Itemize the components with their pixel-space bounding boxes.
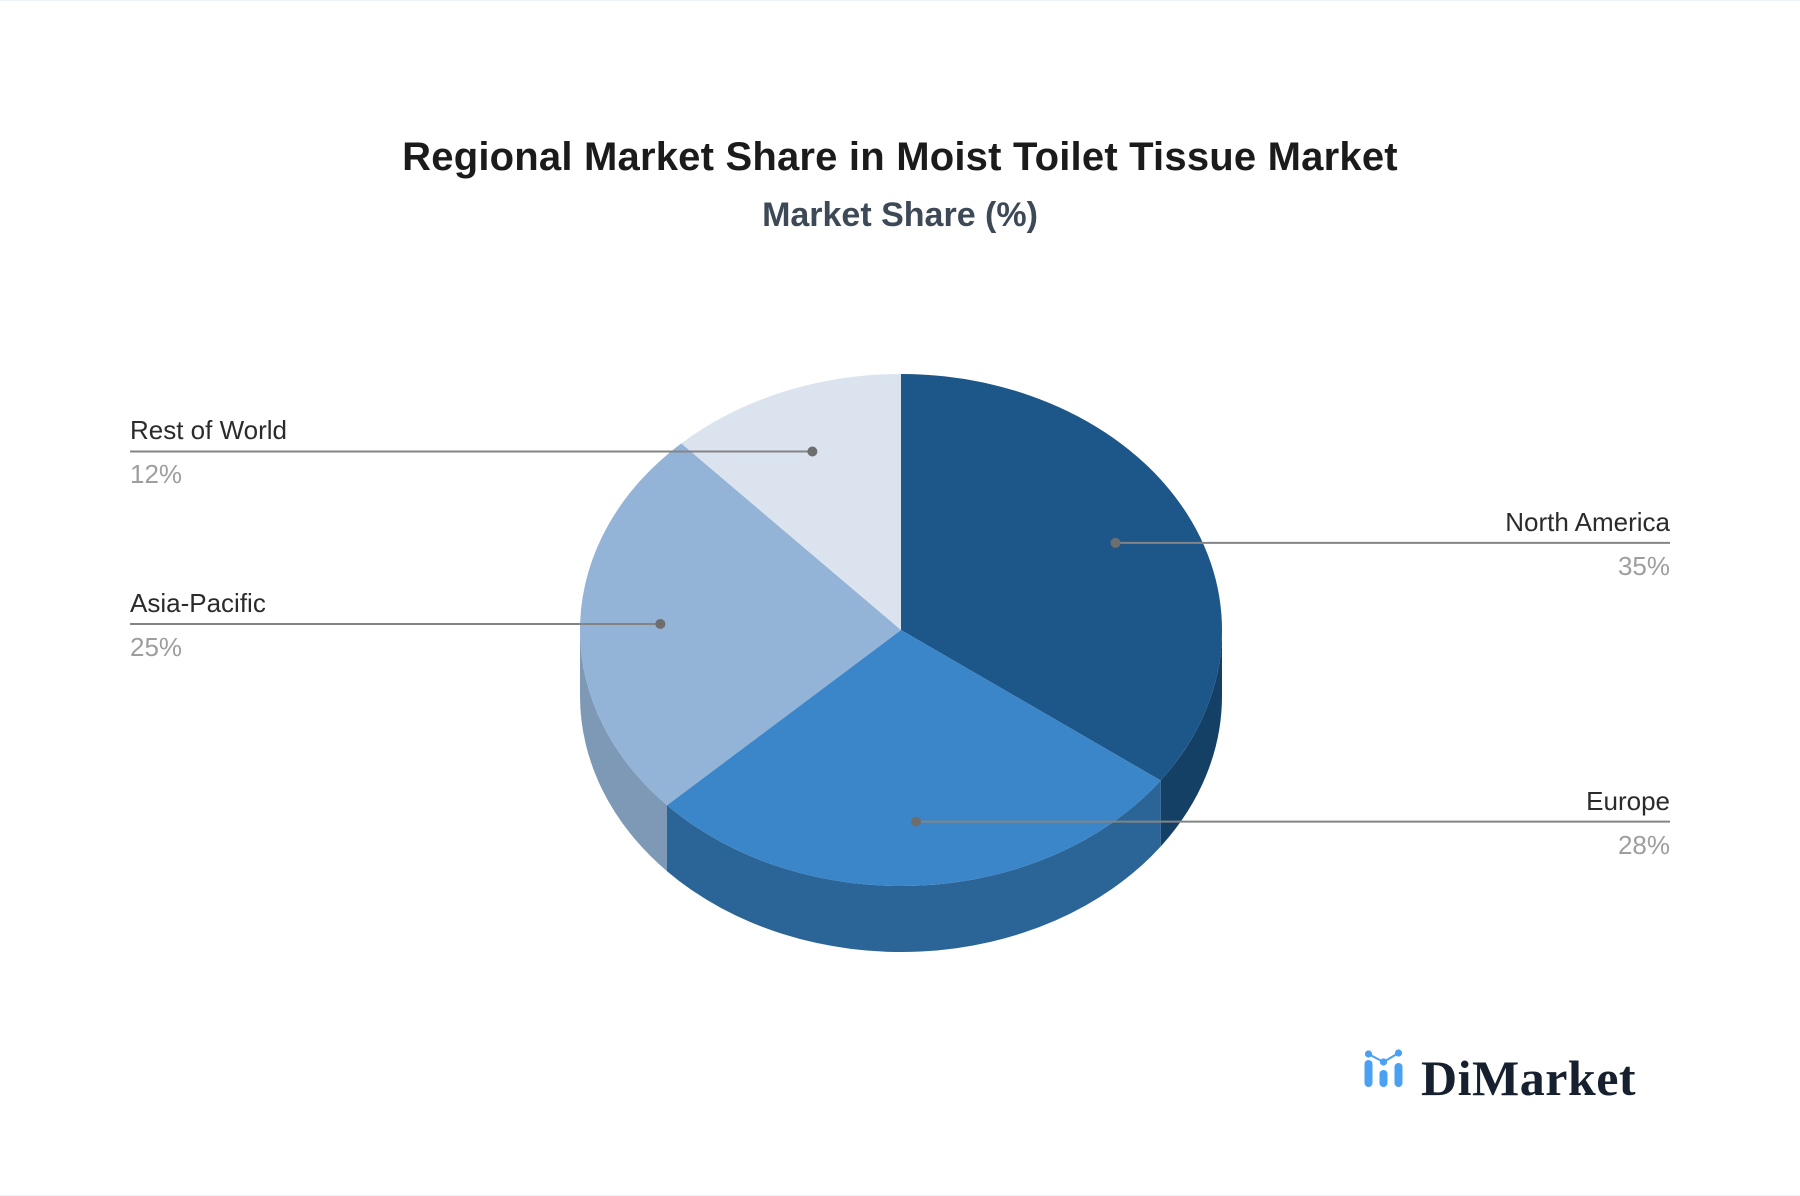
pie-walls bbox=[580, 630, 1222, 952]
slice-label-value: 28% bbox=[1617, 829, 1670, 860]
pie-slice-side-north-america bbox=[1160, 630, 1222, 847]
slice-label-name: Europe bbox=[1586, 785, 1670, 816]
pie-slice-asia-pacific[interactable] bbox=[580, 443, 901, 806]
slice-label-asia-pacific: Asia-Pacific 25% bbox=[130, 588, 690, 662]
chart-subtitle: Market Share (%) bbox=[762, 196, 1038, 234]
slice-label-name: North America bbox=[1505, 506, 1670, 537]
leader-dot-rest-of-world bbox=[807, 446, 818, 457]
pie-slice-north-america[interactable] bbox=[901, 374, 1222, 781]
chart-title: Regional Market Share in Moist Toilet Ti… bbox=[402, 135, 1398, 179]
slice-label-value: 35% bbox=[1617, 550, 1670, 581]
dimarket-logo: DiMarket bbox=[1363, 1045, 1636, 1103]
leader-dot-north-america bbox=[1110, 537, 1121, 548]
pie-slice-rest-of-world[interactable] bbox=[681, 374, 901, 630]
dimarket-logo-icon bbox=[1364, 1049, 1403, 1087]
slice-label-name: Asia-Pacific bbox=[130, 587, 266, 618]
pie-slice-side-europe bbox=[667, 780, 1161, 952]
slice-label-name: Rest of World bbox=[130, 415, 288, 446]
slice-label-north-america: North America 35% bbox=[1110, 507, 1670, 581]
slice-label-value: 25% bbox=[130, 631, 183, 662]
slice-label-value: 12% bbox=[130, 459, 183, 490]
dimarket-logo-text: DiMarket bbox=[1421, 1050, 1637, 1106]
slice-label-europe: Europe 28% bbox=[1110, 786, 1670, 860]
pie-leader-lines bbox=[130, 446, 1670, 827]
slice-label-rest-of-world: Rest of World 12% bbox=[130, 415, 690, 489]
leader-dot-asia-pacific bbox=[655, 618, 666, 629]
leader-dot-europe bbox=[911, 816, 922, 827]
pie-slice-side-asia-pacific bbox=[580, 630, 668, 872]
